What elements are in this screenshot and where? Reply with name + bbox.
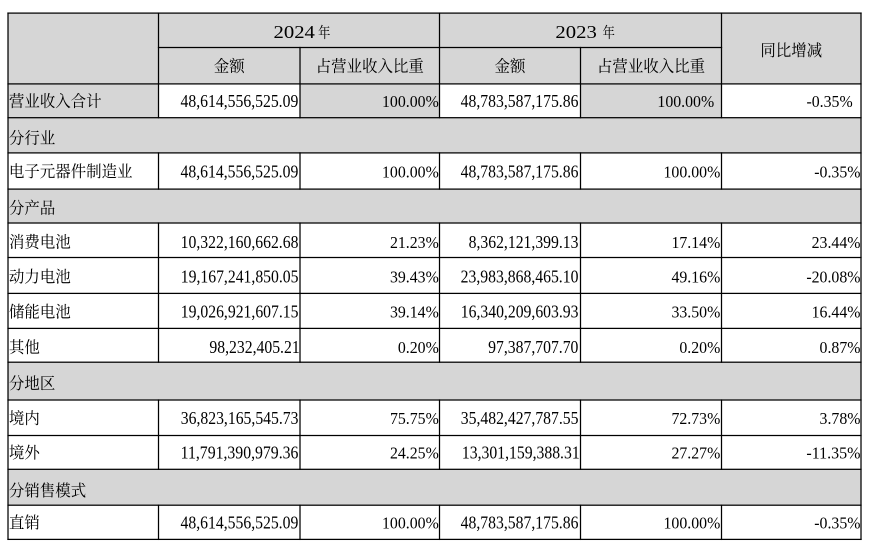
svg-text:100.00%: 100.00% (382, 162, 439, 181)
svg-text:75.75%: 75.75% (390, 409, 439, 428)
svg-text:3.78%: 3.78% (820, 409, 861, 428)
svg-text:-0.35%: -0.35% (814, 513, 860, 532)
svg-text:13,301,159,388.31: 13,301,159,388.31 (462, 443, 580, 463)
svg-text:24.25%: 24.25% (390, 444, 439, 463)
svg-text:27.27%: 27.27% (671, 444, 720, 463)
svg-text:19,026,921,607.15: 19,026,921,607.15 (181, 302, 299, 322)
svg-text:-0.35%: -0.35% (814, 162, 860, 181)
svg-text:48,614,556,525.09: 48,614,556,525.09 (181, 161, 299, 181)
svg-text:100.00%: 100.00% (664, 513, 721, 532)
svg-text:97,387,707.70: 97,387,707.70 (488, 337, 578, 357)
svg-text:98,232,405.21: 98,232,405.21 (209, 337, 299, 357)
svg-text:36,823,165,545.73: 36,823,165,545.73 (181, 408, 299, 428)
svg-text:10,322,160,662.68: 10,322,160,662.68 (181, 232, 299, 252)
svg-text:48,783,587,175.86: 48,783,587,175.86 (461, 91, 579, 111)
svg-text:17.14%: 17.14% (671, 233, 720, 252)
svg-text:19,167,241,850.05: 19,167,241,850.05 (181, 267, 299, 287)
svg-text:-0.35%: -0.35% (806, 92, 852, 111)
svg-text:48,614,556,525.09: 48,614,556,525.09 (181, 91, 299, 111)
svg-text:11,791,390,979.36: 11,791,390,979.36 (181, 443, 299, 463)
svg-text:23.44%: 23.44% (812, 233, 861, 252)
svg-text:100.00%: 100.00% (657, 92, 714, 111)
svg-text:100.00%: 100.00% (664, 162, 721, 181)
svg-text:0.20%: 0.20% (679, 338, 720, 357)
svg-text:16.44%: 16.44% (812, 303, 861, 322)
svg-text:48,614,556,525.09: 48,614,556,525.09 (181, 512, 299, 532)
svg-text:0.20%: 0.20% (398, 338, 439, 357)
svg-text:49.16%: 49.16% (671, 268, 720, 287)
svg-text:21.23%: 21.23% (390, 233, 439, 252)
svg-text:16,340,209,603.93: 16,340,209,603.93 (461, 302, 579, 322)
svg-text:0.87%: 0.87% (820, 338, 861, 357)
svg-text:48,783,587,175.86: 48,783,587,175.86 (461, 512, 579, 532)
svg-text:2023: 2023 (555, 22, 597, 42)
svg-text:35,482,427,787.55: 35,482,427,787.55 (461, 408, 579, 428)
svg-text:39.43%: 39.43% (390, 268, 439, 287)
svg-text:8,362,121,399.13: 8,362,121,399.13 (469, 232, 579, 252)
svg-text:48,783,587,175.86: 48,783,587,175.86 (461, 161, 579, 181)
svg-text:100.00%: 100.00% (382, 513, 439, 532)
svg-text:23,983,868,465.10: 23,983,868,465.10 (461, 267, 579, 287)
svg-text:100.00%: 100.00% (382, 92, 439, 111)
svg-text:-20.08%: -20.08% (806, 268, 860, 287)
svg-text:33.50%: 33.50% (671, 303, 720, 322)
svg-text:72.73%: 72.73% (671, 409, 720, 428)
svg-text:39.14%: 39.14% (390, 303, 439, 322)
svg-text:2024: 2024 (274, 22, 316, 42)
svg-text:-11.35%: -11.35% (806, 444, 860, 463)
